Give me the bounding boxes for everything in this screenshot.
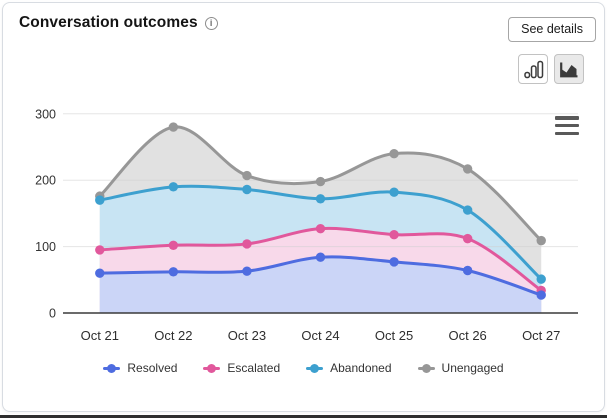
page-title: Conversation outcomes (19, 14, 198, 31)
column-chart-icon (523, 60, 543, 78)
hamburger-icon (555, 123, 579, 128)
hamburger-icon (555, 116, 579, 120)
info-icon[interactable]: i (204, 16, 218, 30)
svg-text:Oct 26: Oct 26 (448, 328, 486, 343)
see-details-button[interactable]: See details (508, 17, 596, 42)
hamburger-icon (555, 131, 579, 135)
svg-text:Oct 23: Oct 23 (228, 328, 266, 343)
svg-text:200: 200 (35, 174, 56, 188)
svg-text:100: 100 (35, 240, 56, 254)
legend-marker (306, 363, 324, 373)
svg-text:Oct 22: Oct 22 (154, 328, 192, 343)
legend-label: Unengaged (441, 361, 504, 375)
legend-label: Escalated (227, 361, 281, 375)
area-chart-toggle-button[interactable] (554, 54, 584, 84)
legend-item-resolved[interactable]: Resolved (103, 361, 177, 375)
svg-text:300: 300 (35, 107, 56, 121)
legend-item-escalated[interactable]: Escalated (203, 361, 280, 375)
legend-label: Abandoned (330, 361, 392, 375)
screen-bottom-edge (0, 415, 607, 418)
legend-marker (203, 363, 221, 373)
svg-text:Oct 21: Oct 21 (81, 328, 119, 343)
column-chart-toggle-button[interactable] (518, 54, 548, 84)
conversation-outcomes-chart: 0 100 200 300 Oct 21 Oct 22 Oct 23 Oct 24 Oct 25… (35, 107, 578, 343)
card-header: Conversation outcomes i (19, 14, 218, 32)
legend-item-unengaged[interactable]: Unengaged (417, 361, 504, 375)
legend-marker (417, 363, 435, 373)
svg-text:0: 0 (49, 307, 56, 321)
area-chart-icon (560, 62, 578, 77)
chart-context-menu-button[interactable] (555, 116, 579, 135)
legend-item-abandoned[interactable]: Abandoned (306, 361, 392, 375)
conversation-outcomes-card: Conversation outcomes i See details 0 100… (2, 2, 605, 412)
svg-text:Oct 25: Oct 25 (375, 328, 413, 343)
legend-marker (103, 363, 121, 373)
chart-type-toolbar (518, 54, 584, 84)
svg-text:Oct 24: Oct 24 (301, 328, 339, 343)
chart-legend: Resolved Escalated Abandoned Unengaged (3, 361, 604, 375)
legend-label: Resolved (127, 361, 178, 375)
svg-text:Oct 27: Oct 27 (522, 328, 560, 343)
